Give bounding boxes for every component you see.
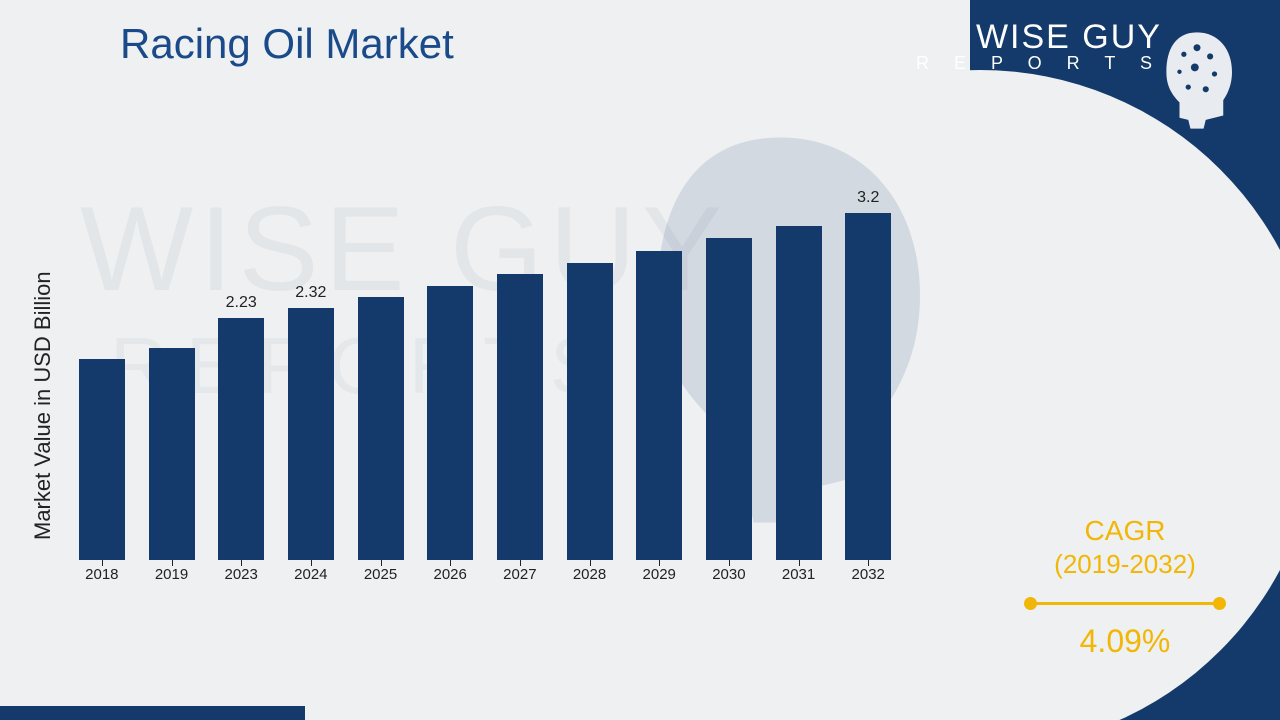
brand-line1: WISE GUY (916, 18, 1162, 57)
x-tick-label: 2027 (493, 566, 547, 583)
bar-2028 (563, 239, 617, 560)
bar-value-label: 2.32 (295, 284, 326, 304)
cagr-block: CAGR (2019-2032) 4.09% (1010, 515, 1240, 660)
bar-2032: 3.2 (841, 189, 895, 560)
bar-2025 (354, 273, 408, 560)
bar-2024: 2.32 (284, 284, 338, 560)
x-axis-labels: 2018 2019 2023 2024 2025 2026 2027 2028 2029 2030… (75, 566, 895, 583)
x-tick-label: 2031 (772, 566, 826, 583)
bar-2026 (423, 262, 477, 560)
x-tick-label: 2019 (145, 566, 199, 583)
x-tick-label: 2026 (423, 566, 477, 583)
x-tick-label: 2028 (563, 566, 617, 583)
bar-2031 (772, 202, 826, 560)
bar-2029 (632, 227, 686, 560)
bottom-accent-strip (0, 706, 305, 720)
x-tick-label: 2018 (75, 566, 129, 583)
bar-2030 (702, 214, 756, 560)
bar-value-label: 2.23 (226, 294, 257, 314)
bar-2018 (75, 335, 129, 560)
brand-block: WISE GUY R E P O R T S (916, 18, 1252, 74)
bar-2027 (493, 250, 547, 560)
cagr-range: (2019-2032) (1010, 549, 1240, 580)
bar-value-label: 3.2 (857, 189, 879, 209)
chart-canvas: WISE GUY REPORTS Racing Oil Market WISE … (0, 0, 1280, 720)
x-tick-label: 2029 (632, 566, 686, 583)
chart-title: Racing Oil Market (120, 20, 454, 68)
x-tick-label: 2024 (284, 566, 338, 583)
cagr-title: CAGR (1010, 515, 1240, 547)
cagr-divider (1030, 602, 1220, 605)
bar-chart: 2.23 2.32 3.2 (75, 180, 895, 560)
bar-2023: 2.23 (214, 294, 268, 560)
x-tick-label: 2030 (702, 566, 756, 583)
bar-2019 (145, 324, 199, 560)
x-tick-label: 2025 (354, 566, 408, 583)
cagr-value: 4.09% (1010, 623, 1240, 660)
x-tick-label: 2032 (841, 566, 895, 583)
y-axis-label: Market Value in USD Billion (30, 271, 56, 540)
x-tick-label: 2023 (214, 566, 268, 583)
brand-line2: R E P O R T S (916, 53, 1162, 74)
